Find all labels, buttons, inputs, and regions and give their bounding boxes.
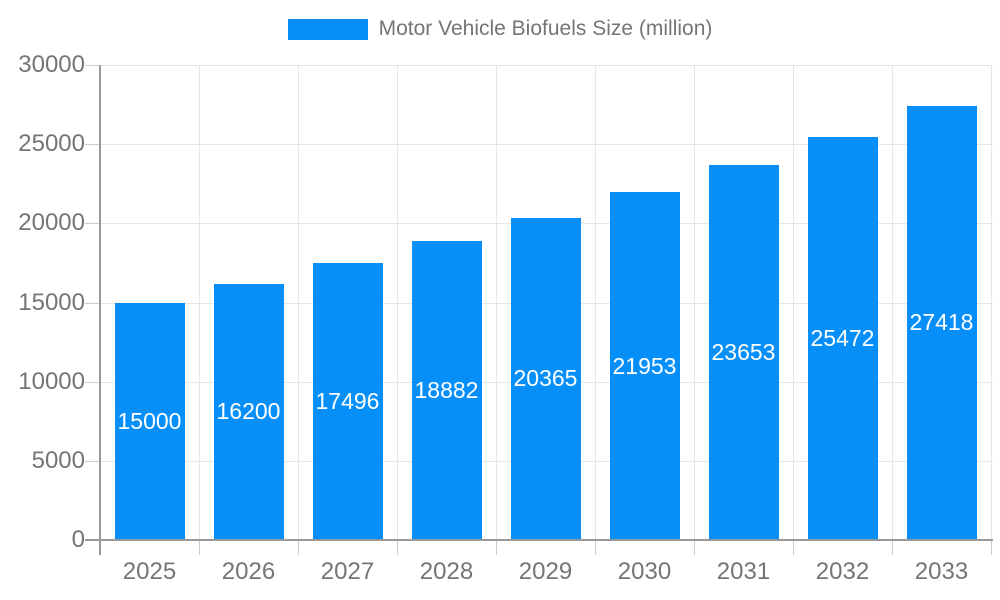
- bar-value-label: 25472: [810, 324, 875, 351]
- bar[interactable]: 25472: [807, 136, 878, 540]
- y-axis-tick: [85, 302, 100, 304]
- bar-value-label: 16200: [216, 398, 281, 425]
- y-axis-tick: [85, 223, 100, 225]
- bar-value-label: 20365: [513, 365, 578, 392]
- bar[interactable]: 18882: [411, 241, 482, 540]
- bar[interactable]: 20365: [510, 217, 581, 540]
- gridline-horizontal: [100, 144, 993, 146]
- x-axis-label: 2025: [122, 558, 177, 585]
- gridline-vertical: [892, 65, 893, 540]
- x-axis-tick: [595, 540, 596, 555]
- y-axis-label: 30000: [18, 51, 85, 78]
- x-axis-tick: [793, 540, 794, 555]
- gridline-vertical: [199, 65, 200, 540]
- x-axis-line: [85, 539, 993, 541]
- x-axis-tick: [199, 540, 200, 555]
- bar-value-label: 17496: [315, 387, 380, 414]
- bar[interactable]: 15000: [114, 302, 185, 540]
- legend-swatch: [287, 18, 368, 40]
- bar-value-label: 23653: [711, 339, 776, 366]
- legend-label: Motor Vehicle Biofuels Size (million): [378, 17, 713, 40]
- gridline-vertical: [397, 65, 398, 540]
- x-axis-label: 2029: [518, 558, 573, 585]
- y-axis-line: [99, 65, 101, 555]
- x-axis-tick: [892, 540, 893, 555]
- y-axis-tick: [85, 65, 100, 66]
- y-axis-label: 20000: [18, 209, 85, 237]
- x-axis-label: 2033: [914, 558, 969, 585]
- x-axis-tick: [397, 540, 398, 555]
- x-axis-tick: [496, 540, 497, 555]
- y-axis-label: 25000: [18, 130, 85, 158]
- x-axis-label: 2026: [221, 558, 276, 585]
- y-axis-tick: [85, 144, 100, 146]
- x-axis-label: 2030: [617, 558, 672, 585]
- bar-value-label: 27418: [909, 309, 974, 336]
- y-axis-tick: [85, 381, 100, 383]
- x-axis-tick: [298, 540, 299, 555]
- x-axis-tick: [991, 540, 992, 555]
- gridline-vertical: [298, 65, 299, 540]
- gridline-vertical: [793, 65, 794, 540]
- gridline-horizontal: [100, 65, 993, 66]
- bar[interactable]: 17496: [312, 262, 383, 540]
- x-axis-tick: [694, 540, 695, 555]
- gridline-vertical: [991, 65, 992, 540]
- gridline-vertical: [694, 65, 695, 540]
- x-axis-label: 2031: [716, 558, 771, 585]
- y-axis-label: 10000: [18, 367, 85, 395]
- bar[interactable]: 23653: [708, 165, 779, 540]
- y-axis-label: 15000: [18, 288, 85, 316]
- bar[interactable]: 27418: [906, 105, 977, 540]
- y-axis-label: 5000: [31, 446, 85, 474]
- bar-value-label: 21953: [612, 352, 677, 379]
- x-axis-label: 2032: [815, 558, 870, 585]
- plot-area: 0 5000 10000 15000 20000 25000 30000 15000 16200…: [18, 51, 993, 585]
- bar-value-label: 15000: [117, 407, 182, 434]
- bar-value-label: 18882: [414, 377, 479, 403]
- bar[interactable]: 16200: [213, 283, 284, 540]
- bar[interactable]: 21953: [609, 192, 680, 540]
- y-axis-tick: [85, 460, 100, 462]
- gridline-vertical: [595, 65, 596, 540]
- legend[interactable]: Motor Vehicle Biofuels Size (million): [0, 17, 1000, 41]
- y-axis-label: 0: [71, 526, 85, 553]
- x-axis-label: 2028: [419, 558, 474, 585]
- gridline-vertical: [496, 65, 497, 540]
- x-axis-label: 2027: [320, 558, 375, 585]
